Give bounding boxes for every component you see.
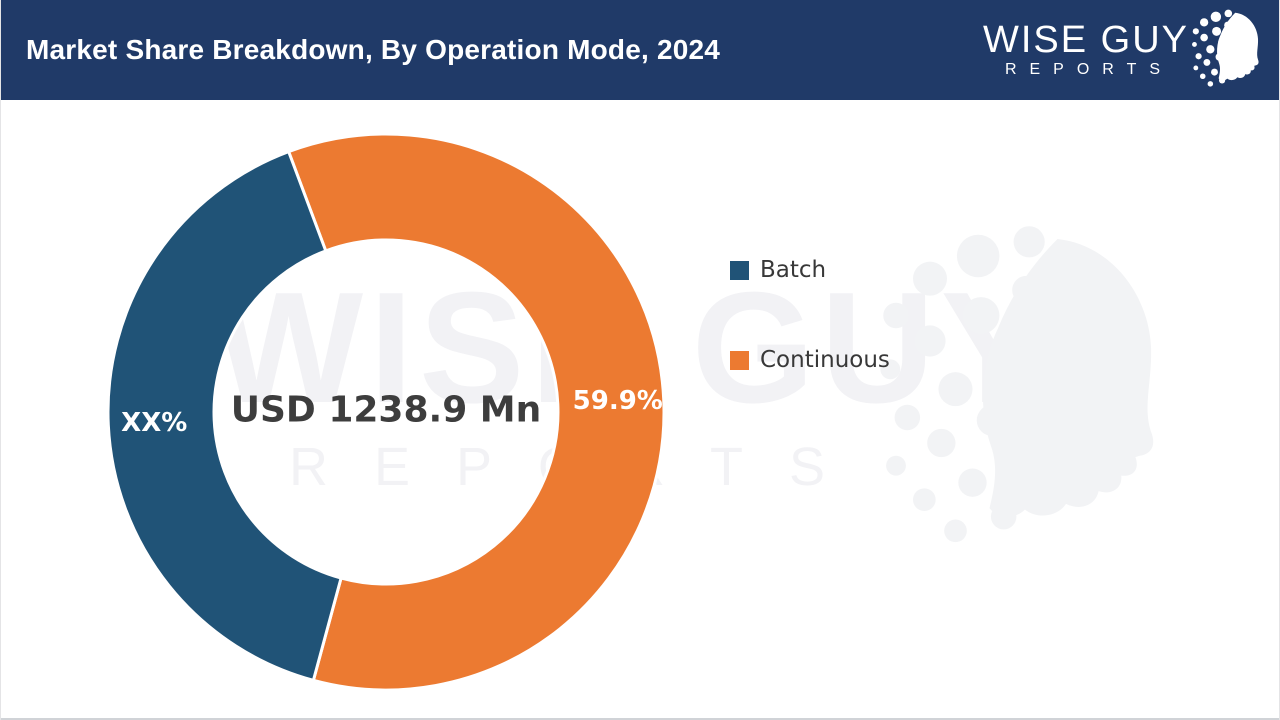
- logo-wordmark: WISE GUY: [982, 18, 1189, 61]
- wise-guy-logo: WISE GUY REPORTS: [983, 8, 1271, 92]
- donut-segment-continuous[interactable]: [287, 132, 666, 692]
- donut-svg: [106, 132, 666, 692]
- batch-color-swatch: [730, 261, 749, 280]
- watermark-face-icon: [880, 226, 1154, 543]
- legend: Batch Continuous: [730, 252, 890, 379]
- continuous-color-swatch: [730, 351, 749, 370]
- logo-text: WISE GUY REPORTS: [982, 18, 1189, 80]
- legend-label-batch: Batch: [760, 257, 827, 283]
- slice-label-batch: XX%: [121, 407, 188, 438]
- legend-item-batch[interactable]: Batch: [730, 252, 890, 289]
- logo-face-icon: [1192, 9, 1259, 87]
- header: Market Share Breakdown, By Operation Mod…: [1, 0, 1279, 100]
- slice-label-continuous: 59.9%: [572, 386, 663, 417]
- donut-chart: USD 1238.9 Mn 59.9% XX%: [1, 27, 771, 720]
- logo-subtitle: REPORTS: [1004, 61, 1174, 79]
- page-title: Market Share Breakdown, By Operation Mod…: [26, 34, 721, 65]
- legend-item-continuous[interactable]: Continuous: [730, 342, 890, 379]
- bottom-border: [1, 718, 1279, 720]
- donut-center-value: USD 1238.9 Mn: [230, 389, 542, 431]
- donut-segment-batch[interactable]: [106, 150, 343, 682]
- legend-label-continuous: Continuous: [760, 347, 890, 373]
